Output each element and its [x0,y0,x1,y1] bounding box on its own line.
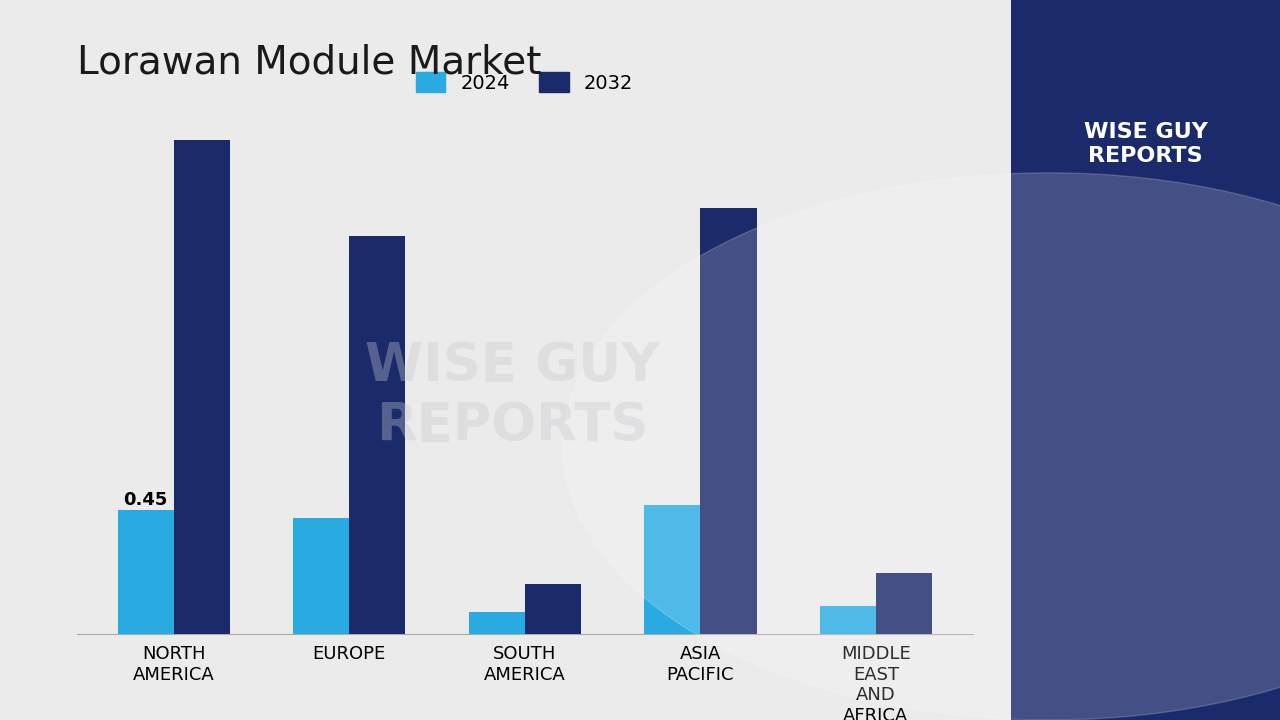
Bar [349,236,406,634]
Bar [468,612,525,634]
Bar [644,505,700,634]
Bar [876,573,932,634]
Text: WISE GUY
REPORTS: WISE GUY REPORTS [1084,122,1207,166]
Text: WISE GUY
REPORTS: WISE GUY REPORTS [365,340,659,452]
Text: Lorawan Module Market: Lorawan Module Market [77,43,541,81]
Text: 0.45: 0.45 [123,491,168,509]
Legend: 2024, 2032: 2024, 2032 [406,63,644,103]
Circle shape [563,173,1280,720]
Bar [700,209,756,634]
Bar [118,510,174,634]
Bar [819,606,876,634]
Bar [293,518,349,634]
Bar [525,584,581,634]
Bar [174,140,230,634]
